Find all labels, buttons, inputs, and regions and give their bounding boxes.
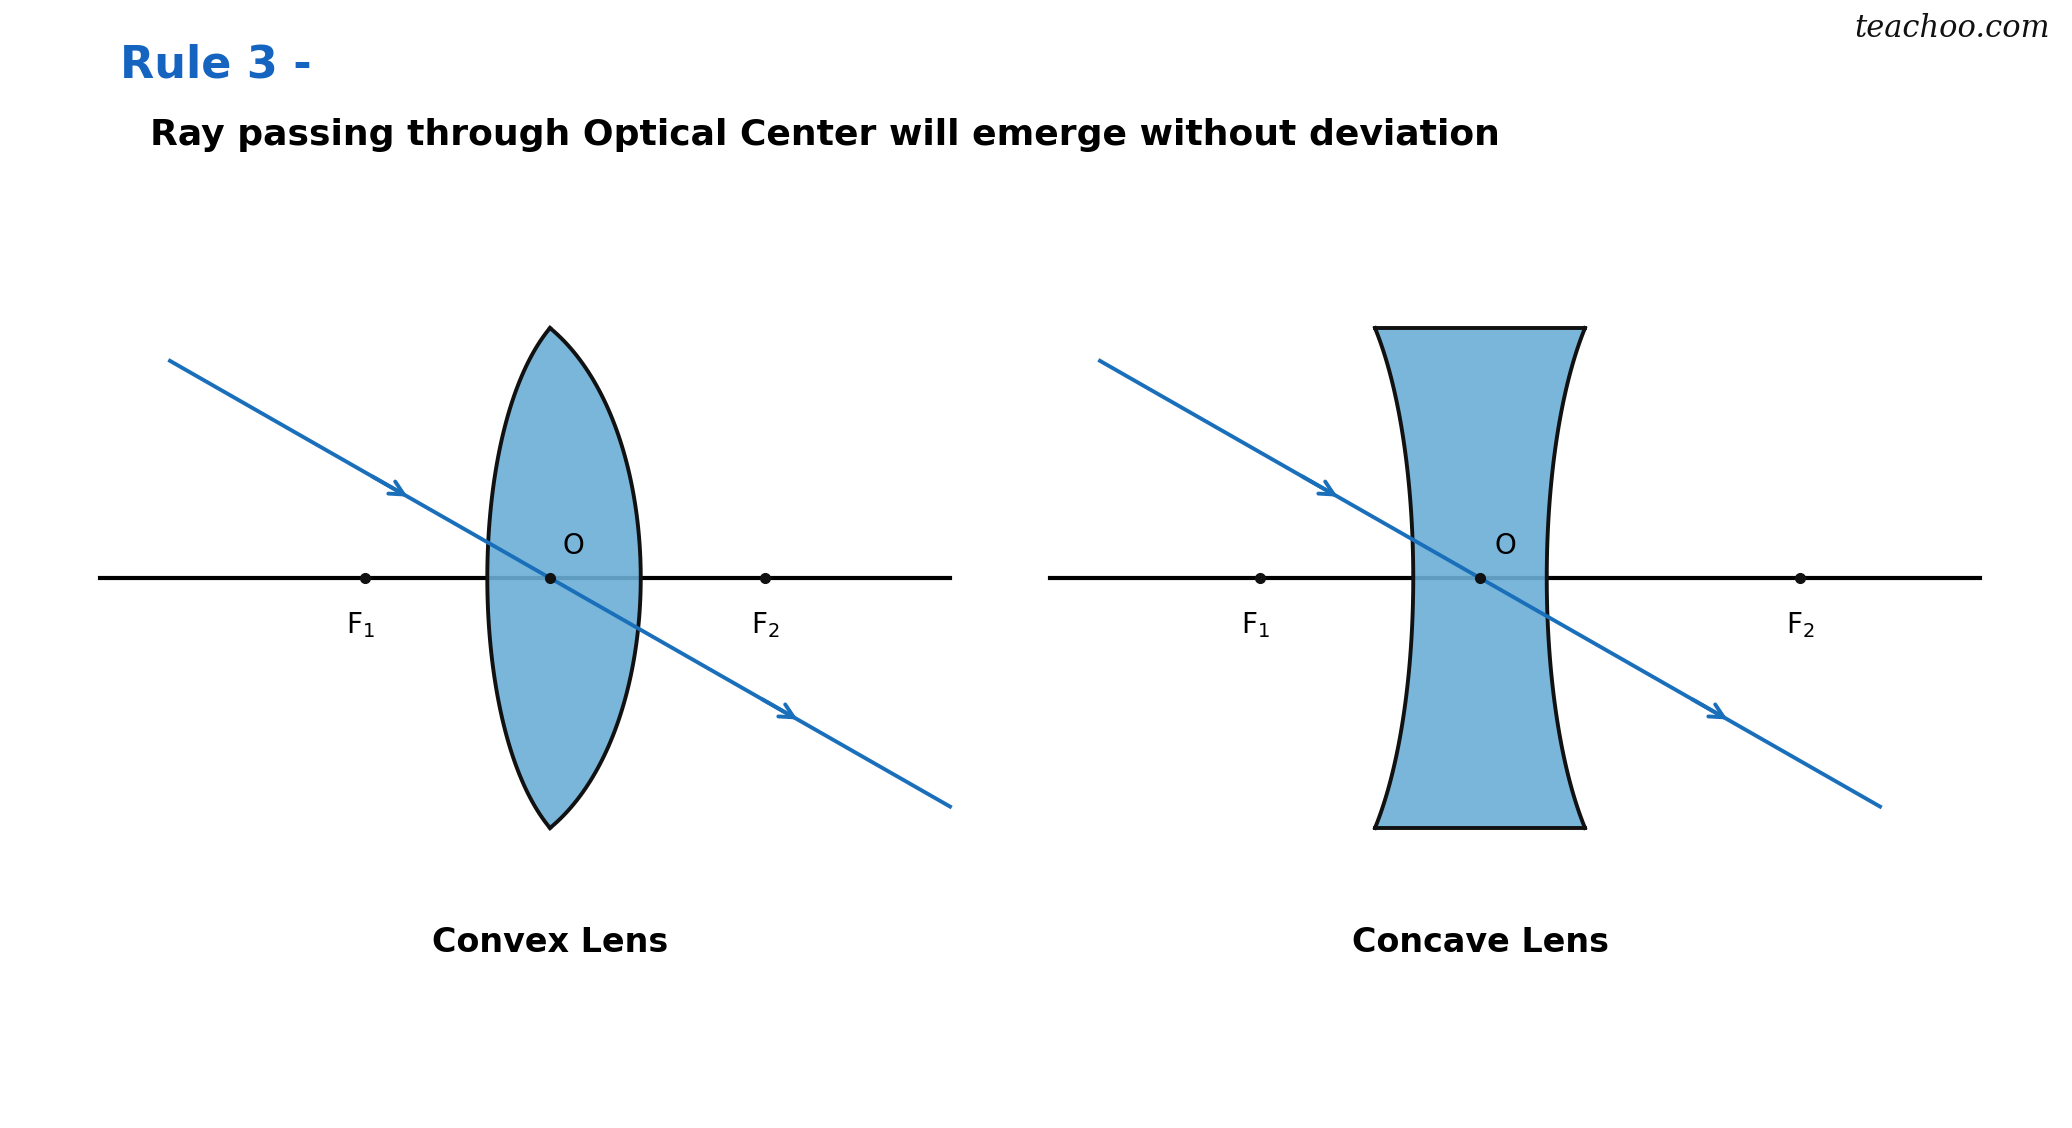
Polygon shape	[487, 328, 640, 828]
Text: Convex Lens: Convex Lens	[431, 926, 667, 960]
Text: Ray passing through Optical Center will emerge without deviation: Ray passing through Optical Center will …	[149, 118, 1500, 152]
Text: F$_2$: F$_2$	[1786, 610, 1815, 640]
Text: F$_1$: F$_1$	[346, 610, 375, 640]
Text: Concave Lens: Concave Lens	[1351, 926, 1608, 960]
Text: O: O	[1494, 532, 1517, 559]
Text: Rule 3 -: Rule 3 -	[120, 43, 311, 86]
Text: F$_1$: F$_1$	[1241, 610, 1270, 640]
Text: F$_2$: F$_2$	[750, 610, 779, 640]
Text: O: O	[562, 532, 584, 559]
Polygon shape	[1376, 328, 1585, 828]
Text: teachoo.com: teachoo.com	[1854, 14, 2049, 44]
